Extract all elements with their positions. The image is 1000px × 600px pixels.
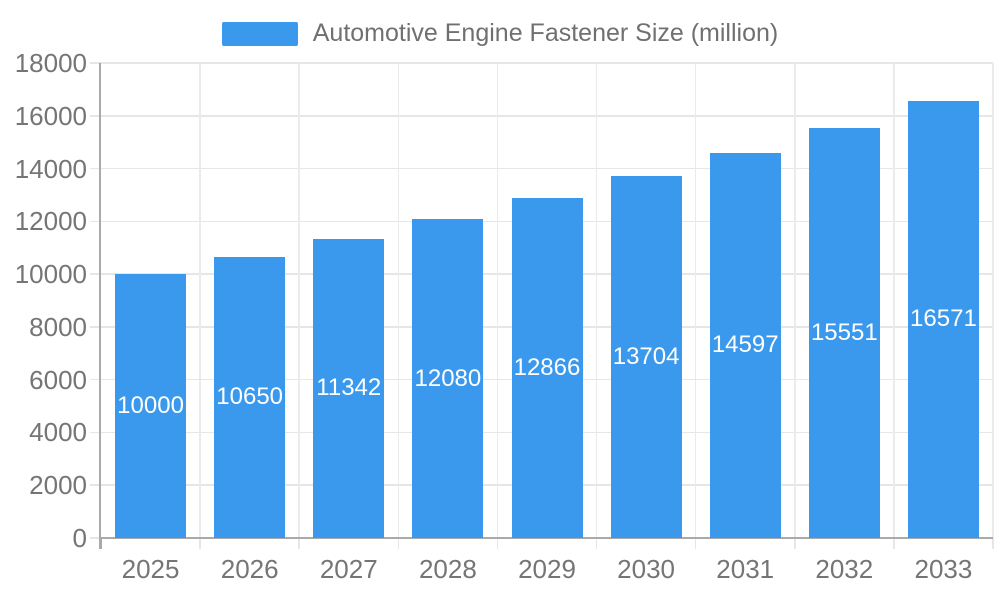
y-axis-tick <box>90 484 101 486</box>
x-axis-label: 2027 <box>319 554 378 584</box>
x-axis-tick <box>397 538 400 549</box>
x-axis-tick <box>298 538 300 549</box>
x-axis-label: 2028 <box>418 554 477 584</box>
legend-item[interactable]: Automotive Engine Fastener Size (million… <box>0 19 1000 48</box>
v-gridline <box>794 63 796 538</box>
bar[interactable] <box>511 198 583 538</box>
x-axis-label: 2031 <box>716 554 775 584</box>
h-gridline <box>101 62 993 64</box>
y-axis-label: 4000 <box>29 417 87 448</box>
y-axis-label: 10000 <box>14 259 87 290</box>
x-axis-tick <box>794 538 796 549</box>
x-axis-tick <box>694 538 697 549</box>
y-axis-label: 14000 <box>14 153 87 184</box>
y-axis-label: 8000 <box>29 311 87 342</box>
v-gridline <box>397 63 400 538</box>
legend-label: Automotive Engine Fastener Size (million… <box>312 19 779 47</box>
x-axis-tick <box>496 538 499 549</box>
y-axis-tick <box>90 326 101 328</box>
bar-value-label: 16571 <box>910 305 977 333</box>
y-axis-tick <box>90 220 101 223</box>
y-axis-tick <box>90 62 101 64</box>
y-axis-label: 2000 <box>29 470 87 501</box>
h-gridline <box>101 167 993 170</box>
x-axis-label: 2032 <box>815 554 874 584</box>
bar[interactable] <box>412 219 484 538</box>
y-axis-tick <box>90 167 101 170</box>
bar[interactable] <box>115 274 187 538</box>
x-axis-label: 2025 <box>121 554 180 584</box>
bar[interactable] <box>709 152 781 538</box>
x-axis-label: 2029 <box>518 554 576 584</box>
bar-value-label: 13704 <box>612 343 680 371</box>
bar-value-label: 10000 <box>117 392 184 420</box>
y-axis-label: 18000 <box>14 48 87 78</box>
bar-value-label: 15551 <box>810 318 878 346</box>
y-axis-label: 0 <box>72 523 87 553</box>
v-gridline <box>992 63 994 538</box>
bar[interactable] <box>313 238 385 538</box>
x-axis-tick <box>199 538 201 549</box>
x-axis-tick <box>100 538 102 549</box>
legend-swatch-icon <box>221 21 298 46</box>
x-axis-line <box>99 537 993 539</box>
y-axis-tick <box>90 378 101 381</box>
bar[interactable] <box>907 100 979 538</box>
x-axis-label: 2026 <box>220 554 279 584</box>
x-axis-tick <box>992 538 994 549</box>
y-axis-label: 6000 <box>29 364 87 395</box>
y-axis-tick <box>90 273 101 275</box>
v-gridline <box>298 63 300 538</box>
v-gridline <box>496 63 499 538</box>
y-axis-tick <box>90 115 101 117</box>
x-axis-tick <box>595 538 598 549</box>
bar-value-label: 12866 <box>513 354 581 382</box>
bar-value-label: 11342 <box>316 374 382 402</box>
bar[interactable] <box>214 256 286 538</box>
v-gridline <box>595 63 598 538</box>
bar[interactable] <box>610 176 682 538</box>
bar-value-label: 14597 <box>711 331 779 359</box>
y-axis-tick <box>90 537 101 539</box>
bar-value-label: 10650 <box>216 383 284 411</box>
y-axis-label: 12000 <box>14 206 87 237</box>
bar[interactable] <box>808 127 880 538</box>
bar-value-label: 12080 <box>414 364 482 392</box>
h-gridline <box>101 115 993 117</box>
v-gridline <box>199 63 201 538</box>
y-axis-line <box>99 63 101 549</box>
v-gridline <box>893 63 895 538</box>
x-axis-tick <box>893 538 895 549</box>
v-gridline <box>694 63 697 538</box>
x-axis-label: 2030 <box>617 554 676 584</box>
y-axis-tick <box>90 431 101 434</box>
y-axis-label: 16000 <box>14 100 87 131</box>
x-axis-label: 2033 <box>914 554 973 584</box>
